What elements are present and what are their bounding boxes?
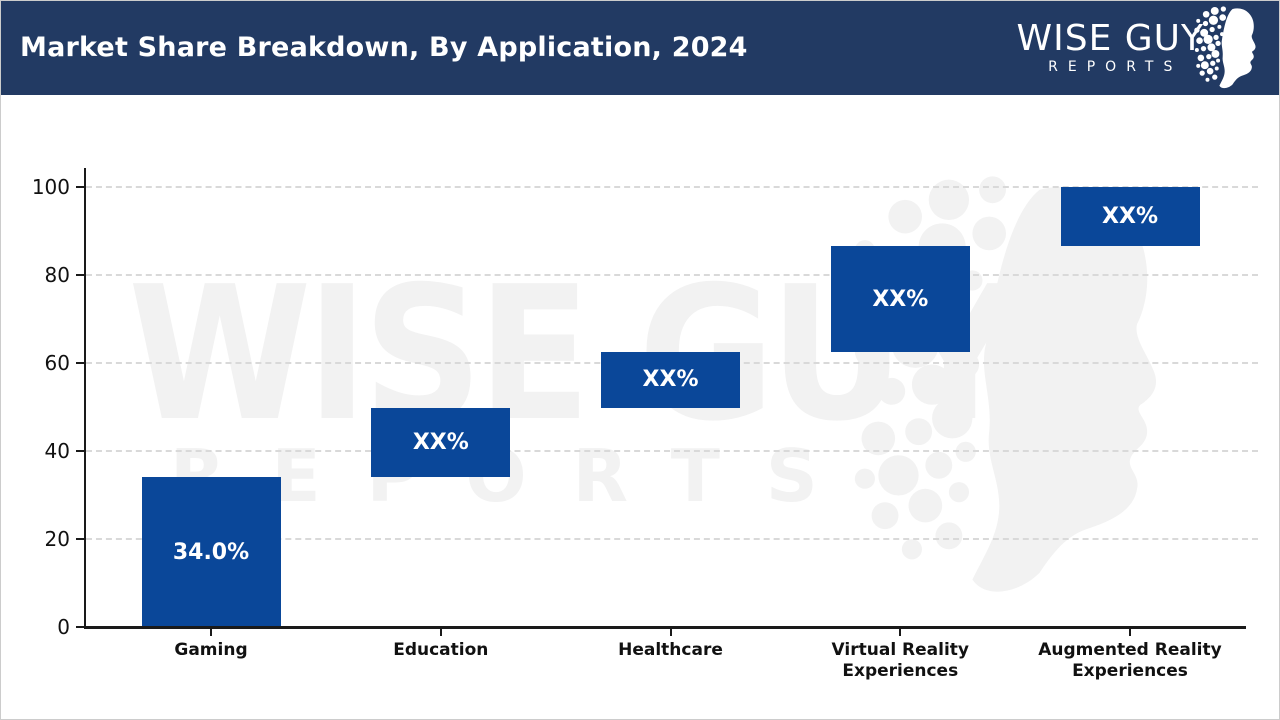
y-tick <box>76 186 85 188</box>
x-tick <box>1129 627 1131 636</box>
x-tick <box>439 627 442 636</box>
y-tick <box>76 626 85 628</box>
y-tick-label: 0 <box>57 615 70 639</box>
x-category-label: Augmented Reality Experiences <box>1010 640 1250 682</box>
bar-value-label: XX% <box>412 430 469 456</box>
gridline <box>86 186 1258 188</box>
x-category-label: Healthcare <box>551 640 791 661</box>
gridline <box>86 274 1258 276</box>
wise-guy-logo: WISE GUY REPORTS <box>1017 0 1275 95</box>
x-category-label-line: Healthcare <box>618 640 723 660</box>
y-tick <box>76 538 85 540</box>
bar-segment: XX% <box>1060 187 1200 247</box>
header: Market Share Breakdown, By Application, … <box>0 0 1280 95</box>
x-tick <box>669 627 672 636</box>
x-axis-line <box>84 626 1246 629</box>
y-axis-line <box>84 168 86 628</box>
page-title: Market Share Breakdown, By Application, … <box>20 32 748 63</box>
bar-segment: XX% <box>601 352 740 408</box>
logo-wordmark: WISE GUY <box>1016 18 1204 59</box>
y-tick-label: 100 <box>31 175 70 199</box>
x-category-label-line: Experiences <box>842 661 959 681</box>
x-category-label-line: Gaming <box>174 640 248 660</box>
x-tick <box>210 627 212 636</box>
y-tick-label: 20 <box>44 527 70 551</box>
y-tick <box>76 362 85 364</box>
x-category-label-line: Education <box>393 640 489 660</box>
bar-value-label: XX% <box>642 367 699 393</box>
x-category-label: Gaming <box>91 640 331 661</box>
bar-value-label: XX% <box>1102 204 1158 230</box>
x-category-label-line: Virtual Reality <box>831 640 970 660</box>
gridline <box>86 450 1258 452</box>
bar-segment: 34.0% <box>141 477 281 627</box>
x-category-label-line: Experiences <box>1072 661 1188 681</box>
x-category-label: Education <box>321 640 561 661</box>
bar-segment: XX% <box>830 246 970 352</box>
y-tick <box>76 450 85 452</box>
y-tick-label: 60 <box>44 351 70 375</box>
logo-text: WISE GUY REPORTS <box>1016 18 1205 75</box>
bar-value-label: XX% <box>872 286 929 312</box>
x-tick <box>899 627 902 636</box>
bar-segment: XX% <box>371 407 511 478</box>
y-tick-label: 80 <box>44 263 70 287</box>
logo-subtitle: REPORTS <box>1048 59 1183 75</box>
gridline <box>86 538 1258 540</box>
bar-value-label: 34.0% <box>172 539 250 565</box>
x-category-label-line: Augmented Reality <box>1038 640 1222 660</box>
y-tick <box>76 274 85 276</box>
x-category-label: Virtual Reality Experiences <box>780 640 1020 682</box>
y-tick-label: 40 <box>44 439 70 463</box>
